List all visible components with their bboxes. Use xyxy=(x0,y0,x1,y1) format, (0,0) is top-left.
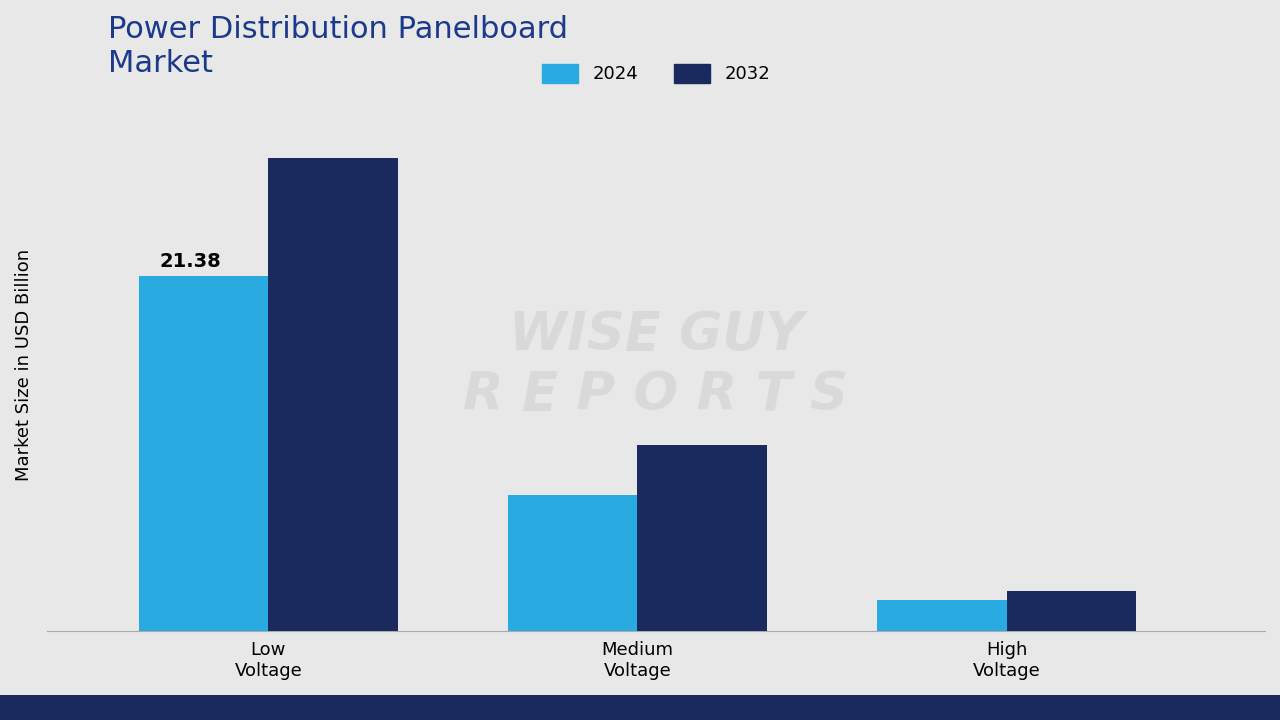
Bar xyxy=(877,600,1006,631)
Y-axis label: Market Size in USD Billion: Market Size in USD Billion xyxy=(15,249,33,482)
Text: WISE GUY
R E P O R T S: WISE GUY R E P O R T S xyxy=(463,309,849,421)
Bar xyxy=(508,495,637,631)
Bar xyxy=(140,276,269,631)
Bar xyxy=(1006,591,1135,631)
Text: Power Distribution Panelboard
Market: Power Distribution Panelboard Market xyxy=(108,15,568,78)
Bar xyxy=(637,445,767,631)
Legend: 2024, 2032: 2024, 2032 xyxy=(534,57,777,91)
Text: 21.38: 21.38 xyxy=(160,252,221,271)
Bar xyxy=(269,158,398,631)
